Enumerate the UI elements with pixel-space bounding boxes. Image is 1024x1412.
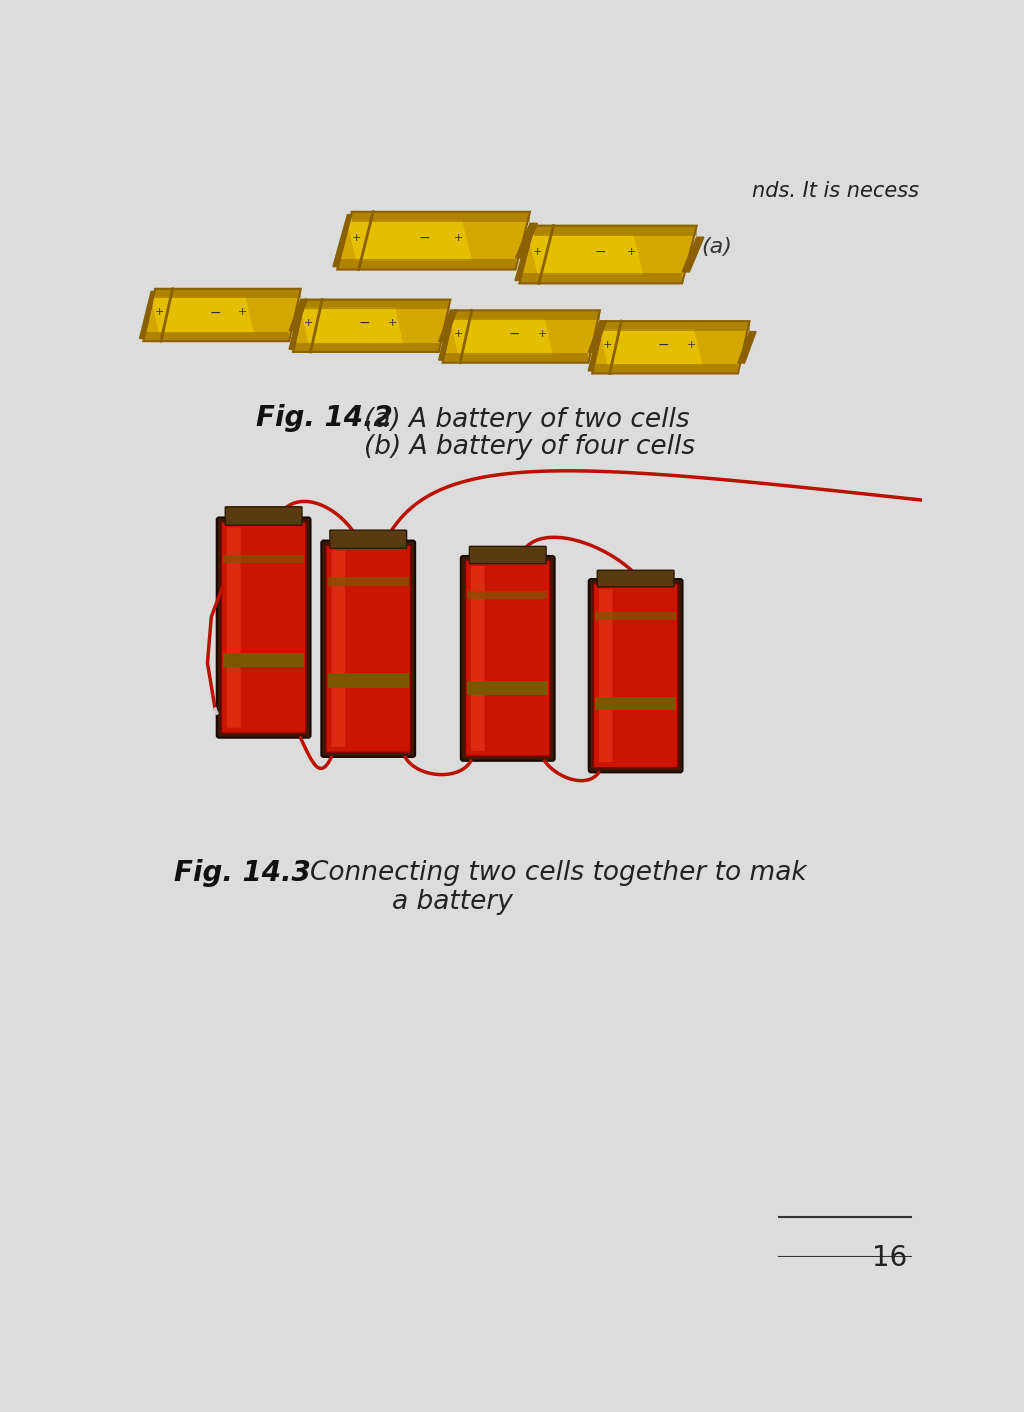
FancyBboxPatch shape — [466, 561, 550, 757]
Text: +: + — [687, 340, 696, 350]
FancyBboxPatch shape — [471, 566, 484, 751]
Polygon shape — [589, 321, 606, 352]
Polygon shape — [300, 308, 403, 345]
Text: −: − — [419, 230, 430, 244]
Polygon shape — [333, 215, 352, 267]
Polygon shape — [592, 364, 738, 374]
Text: 16: 16 — [871, 1244, 907, 1272]
Text: +: + — [455, 233, 464, 243]
Polygon shape — [289, 299, 307, 330]
Text: −: − — [358, 316, 371, 330]
Polygon shape — [455, 311, 600, 319]
Polygon shape — [337, 212, 530, 270]
Text: (a): (a) — [701, 237, 732, 257]
Polygon shape — [352, 212, 530, 222]
Text: Fig. 14.3: Fig. 14.3 — [174, 858, 311, 887]
Text: +: + — [454, 329, 463, 339]
FancyBboxPatch shape — [326, 545, 411, 753]
Bar — [467, 592, 549, 599]
Polygon shape — [450, 318, 553, 354]
Polygon shape — [738, 332, 756, 363]
FancyBboxPatch shape — [469, 546, 546, 563]
Text: −: − — [508, 328, 520, 340]
Text: +: + — [352, 233, 361, 243]
Bar — [467, 682, 549, 695]
Polygon shape — [592, 321, 750, 374]
Text: −: − — [657, 337, 670, 352]
Polygon shape — [682, 237, 703, 273]
Text: −: − — [209, 305, 221, 319]
Text: +: + — [155, 308, 164, 318]
Polygon shape — [604, 321, 750, 330]
FancyBboxPatch shape — [461, 556, 555, 761]
Text: Fig. 14.2: Fig. 14.2 — [256, 404, 392, 432]
Polygon shape — [289, 302, 305, 349]
Text: −: − — [594, 244, 605, 258]
Polygon shape — [438, 313, 455, 360]
Text: nds. It is necess: nds. It is necess — [752, 181, 919, 201]
Polygon shape — [519, 273, 682, 284]
Bar — [595, 698, 676, 710]
FancyBboxPatch shape — [589, 579, 683, 772]
FancyBboxPatch shape — [593, 583, 678, 768]
Polygon shape — [143, 289, 301, 342]
Text: +: + — [538, 329, 547, 339]
Bar — [328, 674, 409, 688]
Bar — [223, 555, 304, 563]
Text: Connecting two cells together to mak: Connecting two cells together to mak — [310, 860, 807, 887]
Polygon shape — [527, 234, 643, 275]
Text: +: + — [304, 318, 313, 328]
Polygon shape — [599, 329, 702, 366]
Polygon shape — [151, 297, 254, 333]
Text: (a) A battery of two cells: (a) A battery of two cells — [365, 407, 690, 432]
Polygon shape — [346, 220, 472, 261]
FancyBboxPatch shape — [322, 541, 415, 757]
Polygon shape — [588, 323, 604, 371]
Polygon shape — [442, 353, 589, 363]
Text: a battery: a battery — [391, 890, 512, 915]
Text: +: + — [388, 318, 397, 328]
FancyBboxPatch shape — [221, 522, 306, 733]
Bar — [328, 578, 409, 586]
Text: (b) A battery of four cells: (b) A battery of four cells — [365, 433, 695, 459]
Polygon shape — [515, 223, 538, 258]
Polygon shape — [515, 229, 534, 281]
Polygon shape — [438, 311, 457, 342]
Polygon shape — [534, 226, 696, 236]
Polygon shape — [143, 332, 289, 342]
Bar — [595, 613, 676, 620]
FancyBboxPatch shape — [217, 517, 310, 737]
Polygon shape — [442, 311, 600, 363]
Polygon shape — [139, 291, 155, 339]
Bar — [223, 652, 304, 666]
FancyBboxPatch shape — [330, 530, 407, 548]
Text: +: + — [534, 247, 543, 257]
Polygon shape — [337, 260, 515, 270]
Text: +: + — [603, 340, 612, 350]
FancyBboxPatch shape — [332, 551, 345, 747]
FancyBboxPatch shape — [225, 507, 302, 525]
Polygon shape — [155, 289, 301, 298]
Polygon shape — [305, 299, 451, 309]
Text: +: + — [239, 308, 248, 318]
Polygon shape — [519, 226, 696, 284]
Text: +: + — [627, 247, 636, 257]
FancyBboxPatch shape — [599, 589, 612, 762]
FancyBboxPatch shape — [597, 570, 674, 587]
Polygon shape — [293, 343, 438, 352]
Polygon shape — [293, 299, 451, 352]
FancyBboxPatch shape — [226, 528, 241, 727]
